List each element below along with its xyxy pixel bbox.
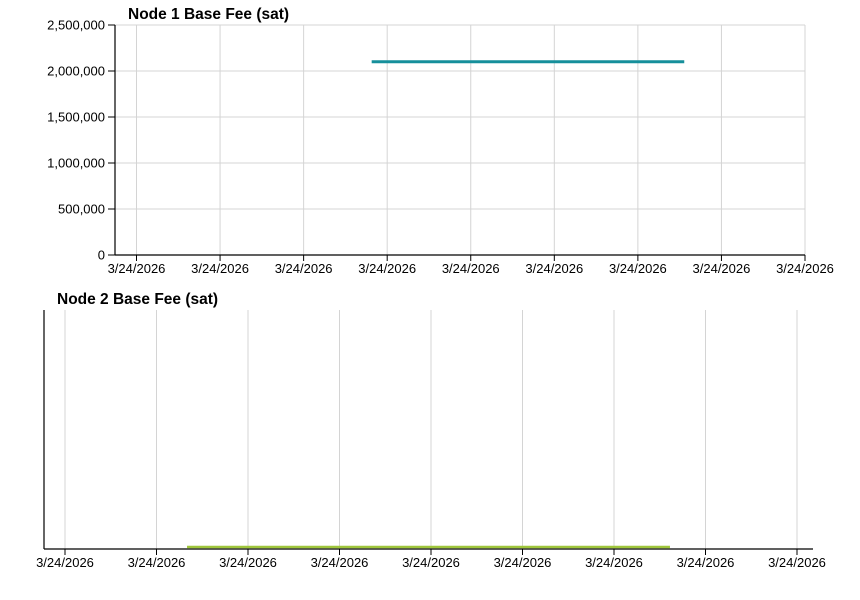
x-tick-label: 3/24/2026 [442,261,500,276]
x-tick-label: 3/24/2026 [585,555,643,570]
x-tick-label: 3/24/2026 [677,555,735,570]
y-tick-label: 1,000,000 [47,156,105,171]
x-tick-label: 3/24/2026 [128,555,186,570]
x-tick-label: 3/24/2026 [275,261,333,276]
y-tick-label: 2,000,000 [47,64,105,79]
y-tick-label: 0 [98,248,105,263]
y-tick-label: 1,500,000 [47,110,105,125]
x-tick-label: 3/24/2026 [768,555,826,570]
x-tick-label: 3/24/2026 [311,555,369,570]
chart-node-1-base-fee: Node 1 Base Fee (sat) 3/24/2026 3/24/2026… [0,0,860,285]
x-tick-label: 3/24/2026 [525,261,583,276]
x-tick-label: 3/24/2026 [108,261,166,276]
y-tick-label: 2,500,000 [47,18,105,33]
x-tick-label: 3/24/2026 [219,555,277,570]
chart-canvas: 3/24/2026 3/24/2026 3/24/2026 3/24/2026 3/24… [36,310,826,570]
x-tick-label: 3/24/2026 [609,261,667,276]
chart-canvas: 3/24/2026 3/24/2026 3/24/2026 3/24/2026 3/24… [47,18,834,277]
x-tick-label: 3/24/2026 [494,555,552,570]
x-tick-label: 3/24/2026 [358,261,416,276]
x-tick-label: 3/24/2026 [36,555,94,570]
x-tick-label: 3/24/2026 [776,261,834,276]
x-tick-label: 3/24/2026 [693,261,751,276]
chart-title-node-2: Node 2 Base Fee (sat) [57,291,219,308]
y-tick-label: 500,000 [58,202,105,217]
chart-node-2-base-fee: Node 2 Base Fee (sat) 3/24/2026 3/24/2026… [0,285,860,600]
x-tick-label: 3/24/2026 [402,555,460,570]
x-tick-label: 3/24/2026 [191,261,249,276]
chart-title-node-1: Node 1 Base Fee (sat) [128,6,290,23]
